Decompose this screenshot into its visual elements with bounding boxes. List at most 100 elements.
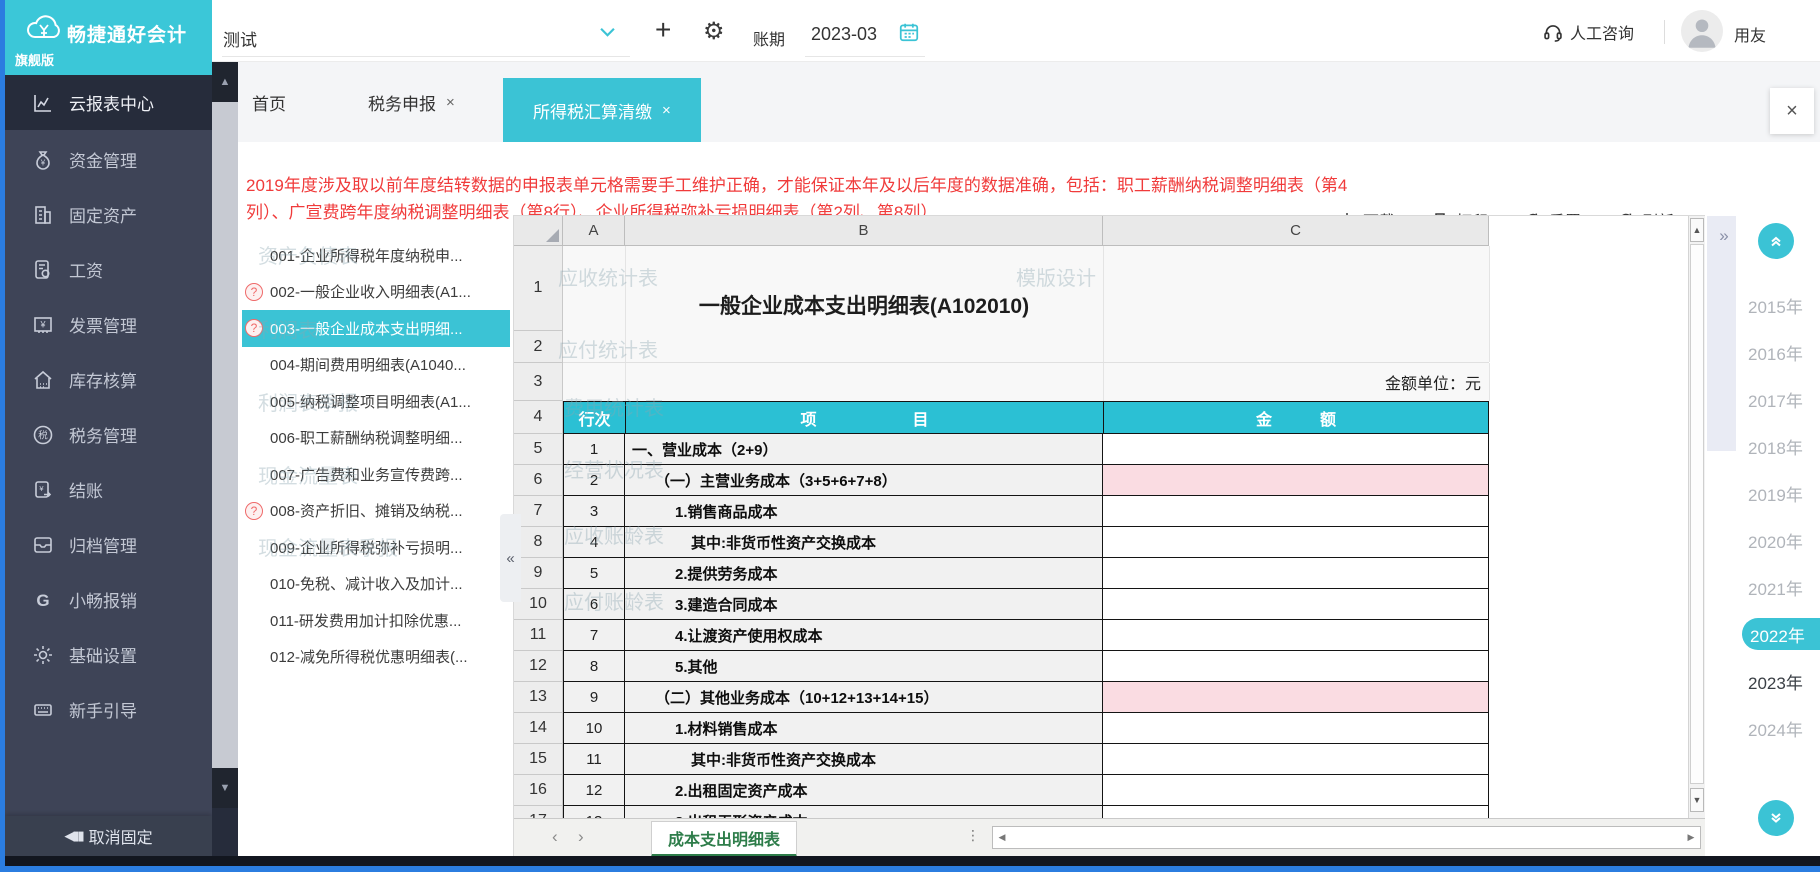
year-item[interactable]: 2016年 [1736,336,1820,368]
amount-cell[interactable] [1103,527,1489,558]
help-icon[interactable]: ? [245,282,263,301]
line-number-cell[interactable]: 9 [563,682,625,713]
year-item[interactable]: 2017年 [1736,383,1820,415]
column-header-b[interactable]: B [625,216,1103,246]
unpin-sidebar-button[interactable]: ◀▮▮ 取消固定 [5,816,212,856]
item-name-cell[interactable]: 5.其他 [625,651,1103,682]
line-number-cell[interactable]: 5 [563,558,625,589]
scroll-left-icon[interactable]: ◀ [998,832,1006,842]
item-name-cell[interactable]: 1.材料销售成本 [625,713,1103,744]
user-name[interactable]: 用友 [1734,28,1767,45]
amount-cell[interactable] [1103,775,1489,806]
scroll-right-icon[interactable]: ▶ [1687,832,1695,842]
line-number-cell[interactable]: 10 [563,713,625,744]
close-page-button[interactable]: × [1770,88,1814,134]
sidebar-item-funds[interactable]: ¥ 资金管理 [5,132,212,187]
sidebar-item-archive[interactable]: 归档管理 [5,517,212,572]
scrollbar-thumb[interactable] [212,102,238,768]
line-number-cell[interactable]: 7 [563,620,625,651]
more-sheets-icon[interactable]: ⋮ [966,827,980,843]
item-name-cell[interactable]: 3.出租无形资产成本 [625,806,1103,818]
amount-cell[interactable] [1103,589,1489,620]
page-tab[interactable]: 所得税汇算清缴 × [503,78,701,142]
row-header[interactable]: 3 [514,363,563,401]
sidebar-item-cloud-reports[interactable]: 云报表中心 [5,75,212,130]
page-tab[interactable]: 首页 × [252,62,305,142]
amount-cell[interactable] [1103,434,1489,465]
line-number-cell[interactable]: 2 [563,465,625,496]
row-header[interactable]: 13 [514,682,563,713]
form-list-item[interactable]: ? 005-纳税调整项目明细表(A1... [242,383,510,420]
column-header-c[interactable]: C [1103,216,1489,246]
form-list-item[interactable]: ? 003-一般企业成本支出明细... [242,310,510,347]
row-header[interactable]: 12 [514,651,563,682]
org-selector[interactable]: 测试 [223,31,257,50]
form-list-item[interactable]: ? 002-一般企业收入明细表(A1... [242,274,510,311]
row-header[interactable]: 15 [514,744,563,775]
sheet-tab[interactable]: 成本支出明细表 [651,821,797,856]
item-name-cell[interactable]: （二）其他业务成本（10+12+13+14+15） [625,682,1103,713]
item-name-cell[interactable]: 2.提供劳务成本 [625,558,1103,589]
expand-icon[interactable]: » [1719,226,1729,245]
year-item[interactable]: 2019年 [1736,477,1820,509]
gear-icon[interactable]: ⚙ [703,18,725,45]
item-name-cell[interactable]: 一、营业成本（2+9） [625,434,1103,465]
form-list-item[interactable]: ? 010-免税、减计收入及加计... [242,566,510,603]
year-item[interactable]: 2015年 [1736,289,1820,321]
year-item[interactable]: 2020年 [1736,524,1820,556]
select-all-corner[interactable] [514,216,563,246]
next-sheet-icon[interactable]: › [578,827,584,846]
scroll-up-icon[interactable]: ▲ [212,62,238,102]
row-header[interactable]: 9 [514,558,563,589]
chevron-down-icon[interactable] [600,27,615,37]
scroll-down-icon[interactable]: ▼ [1690,788,1704,812]
year-item[interactable]: 2024年 [1736,712,1820,744]
sidebar-item-settings[interactable]: 基础设置 [5,627,212,682]
line-number-cell[interactable]: 3 [563,496,625,527]
line-number-cell[interactable]: 12 [563,775,625,806]
line-number-cell[interactable]: 8 [563,651,625,682]
live-support-link[interactable]: 人工咨询 [1542,20,1634,44]
form-list-item[interactable]: ? 009-企业所得税弥补亏损明... [242,529,510,566]
sidebar-item-tax[interactable]: 税 税务管理 [5,407,212,462]
row-header[interactable]: 14 [514,713,563,744]
row-header[interactable]: 8 [514,527,563,558]
sidebar-item-guide[interactable]: 新手引导 [5,682,212,737]
form-list-item[interactable]: ? 008-资产折旧、摊销及纳税... [242,493,510,530]
row-header[interactable]: 17 [514,806,563,818]
row-header[interactable]: 11 [514,620,563,651]
amount-cell[interactable] [1103,620,1489,651]
line-number-cell[interactable]: 1 [563,434,625,465]
line-number-cell[interactable]: 4 [563,527,625,558]
form-list-item[interactable]: ? 012-减免所得税优惠明细表(... [242,639,510,676]
year-item[interactable]: 2022年 [1742,618,1820,650]
year-item[interactable]: 2023年 [1736,665,1820,697]
sidebar-item-reimburse[interactable]: G 小畅报销 [5,572,212,627]
form-list-item[interactable]: ? 004-期间费用明细表(A1040... [242,347,510,384]
horizontal-scrollbar[interactable]: ◀ ▶ [992,826,1701,849]
scrollbar-thumb[interactable] [1690,244,1704,784]
amount-cell[interactable] [1103,713,1489,744]
row-header[interactable]: 10 [514,589,563,620]
close-tab-icon[interactable]: × [446,93,455,111]
form-list-item[interactable]: ? 006-职工薪酬纳税调整明细... [242,420,510,457]
calendar-icon[interactable] [898,21,920,43]
help-icon[interactable]: ? [245,319,263,338]
expand-panel-strip[interactable]: » [1707,216,1741,451]
sidebar-item-closing[interactable]: ¥ 结账 [5,462,212,517]
close-tab-icon[interactable]: × [662,101,671,119]
line-number-cell[interactable]: 13 [563,806,625,818]
page-tab[interactable]: 税务申报 × [368,62,455,142]
sidebar-item-salary[interactable]: 工资 [5,242,212,297]
item-name-cell[interactable]: 其中:非货币性资产交换成本 [625,527,1103,558]
line-number-cell[interactable]: 6 [563,589,625,620]
sidebar-item-inventory[interactable]: 库存核算 [5,352,212,407]
scroll-down-icon[interactable]: ▼ [212,768,238,808]
sidebar-item-fixed-assets[interactable]: 固定资产 [5,187,212,242]
period-value[interactable]: 2023-03 [811,24,878,44]
amount-cell[interactable] [1103,744,1489,775]
item-name-cell[interactable]: （一）主营业务成本（3+5+6+7+8） [625,465,1103,496]
years-scroll-up-button[interactable] [1758,223,1794,259]
form-list-item[interactable]: ? 001-企业所得税年度纳税申... [242,237,510,274]
vertical-scrollbar[interactable]: ▲ ▼ [1688,216,1705,818]
